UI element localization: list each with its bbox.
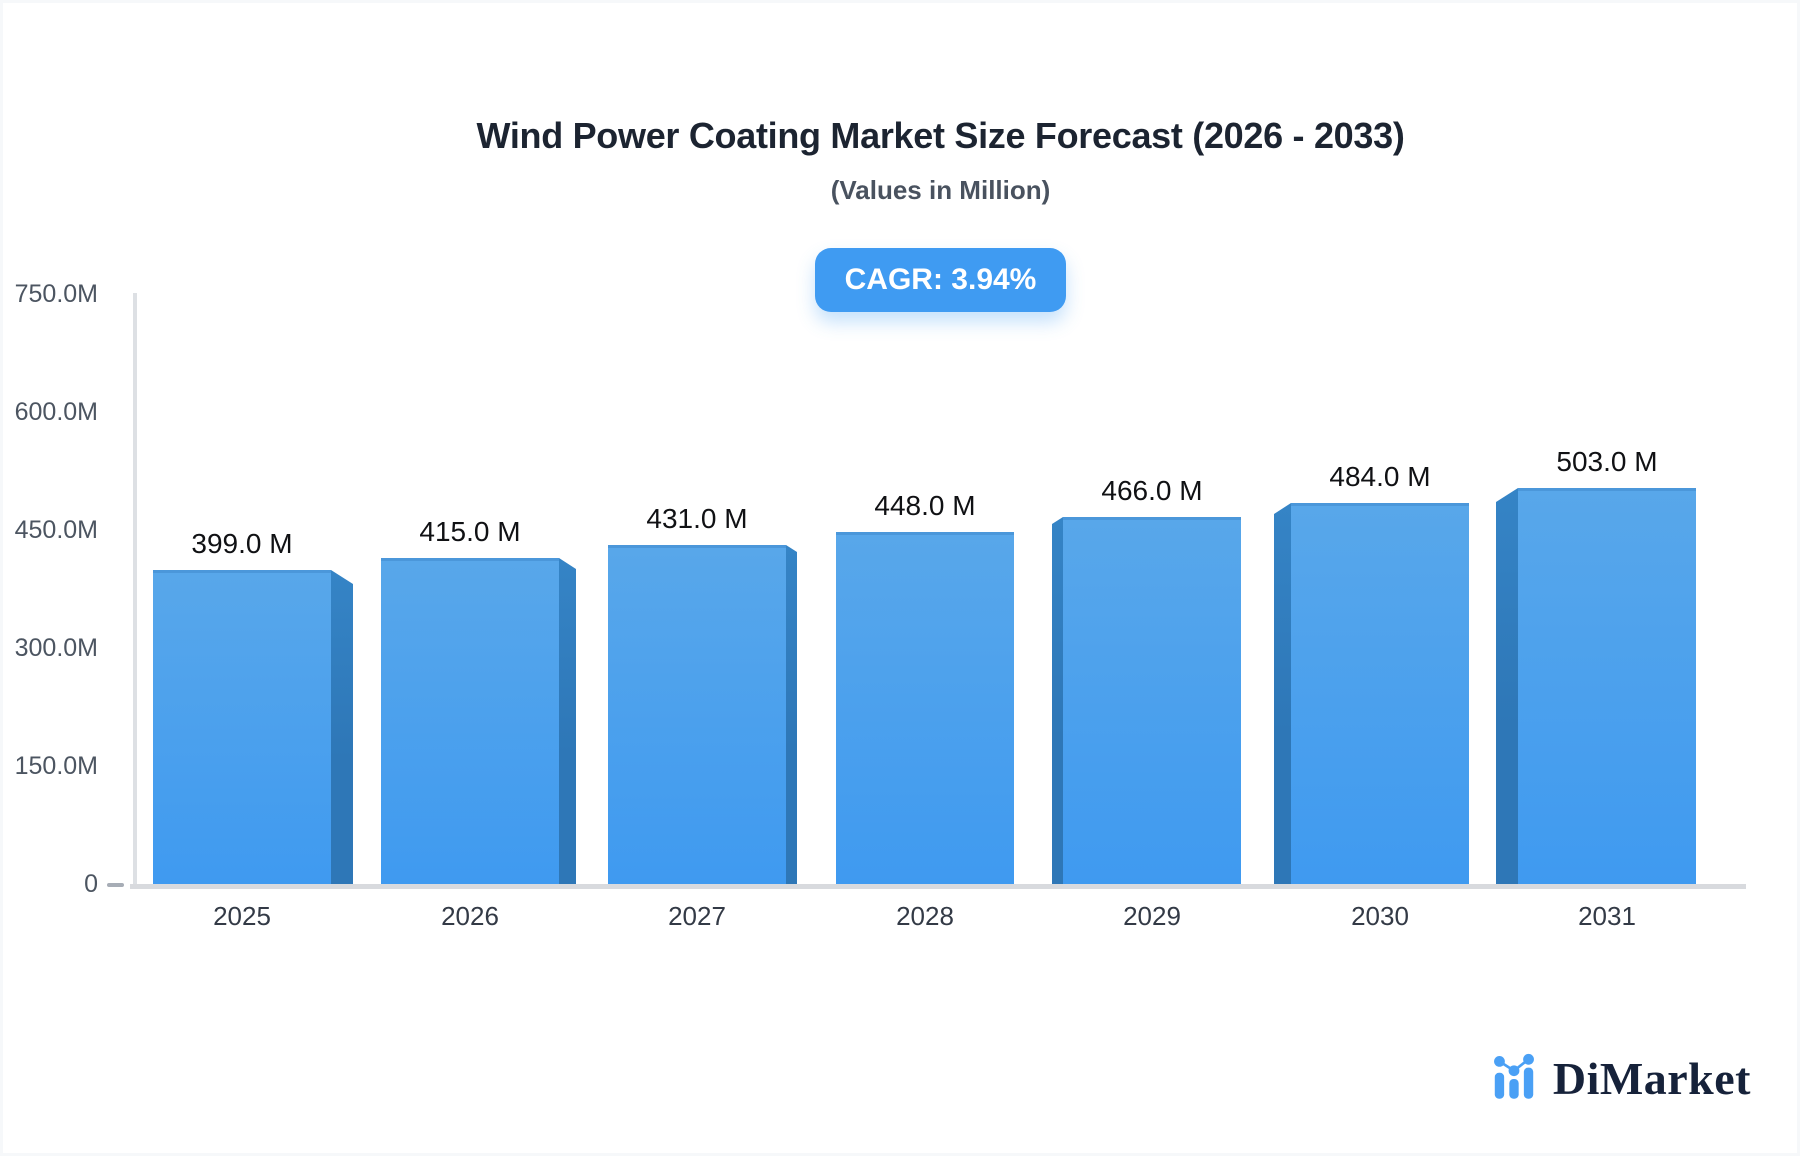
zero-tick-mark — [107, 883, 124, 887]
bar-value-label: 431.0 M — [646, 503, 748, 534]
x-axis-label: 2031 — [1578, 901, 1636, 931]
bar-face — [153, 570, 331, 884]
bar-face — [1518, 488, 1696, 884]
chart-subtitle: (Values in Million) — [830, 175, 1051, 205]
y-axis-tick-label: 150.0M — [14, 752, 98, 780]
bar-2029: 466.0 M — [1052, 294, 1241, 884]
dimarket-brand-text: DiMarket — [1552, 1052, 1751, 1104]
y-axis-tick-label: 300.0M — [14, 634, 98, 662]
bar-value-label: 466.0 M — [1101, 475, 1203, 506]
chart-header: Wind Power Coating Market Size Forecast … — [135, 3, 1746, 312]
bar-value-label: 503.0 M — [1556, 446, 1658, 477]
bar-2026: 415.0 M — [381, 294, 576, 884]
bar-side-3d — [1496, 488, 1518, 884]
x-axis-label: 2028 — [896, 901, 954, 931]
y-axis-tick-label: 750.0M — [14, 280, 98, 308]
x-axis-label: 2026 — [441, 901, 499, 931]
cagr-badge: CAGR: 3.94% — [814, 248, 1067, 312]
y-axis-tick-label: 450.0M — [14, 516, 98, 544]
x-axis-label: 2029 — [1123, 901, 1181, 931]
bar-side-3d — [1274, 503, 1291, 884]
x-axis-label: 2030 — [1351, 901, 1409, 931]
y-axis-tick-label: 600.0M — [14, 398, 98, 426]
bar-face — [381, 558, 559, 884]
plot-area: 399.0 M 415.0 M 431.0 M 448.0 M 466.0 M 484.0… — [135, 294, 1746, 884]
bar-face — [608, 545, 786, 884]
bar-2030: 484.0 M — [1274, 294, 1469, 884]
bar-face — [1063, 517, 1241, 884]
bar-side-3d — [786, 545, 797, 884]
bar-value-label: 399.0 M — [191, 528, 293, 559]
chart-card: Wind Power Coating Market Size Forecast … — [3, 3, 1797, 1153]
bar-2025: 399.0 M — [153, 294, 353, 884]
y-axis-tick-label: 0 — [84, 870, 98, 898]
x-axis-label: 2025 — [213, 901, 271, 931]
x-axis-baseline — [130, 884, 1746, 889]
bar-side-3d — [331, 570, 353, 884]
chart-title: Wind Power Coating Market Size Forecast … — [476, 115, 1405, 156]
bar-side-3d — [559, 558, 576, 884]
bar-face — [1291, 503, 1469, 884]
bar-2028: 448.0 M — [836, 294, 1014, 884]
bar-value-label: 415.0 M — [419, 516, 521, 547]
bar-side-3d — [1052, 517, 1063, 884]
bar-face — [836, 532, 1014, 884]
dimarket-logo: DiMarket — [1487, 1051, 1751, 1105]
bar-value-label: 448.0 M — [874, 490, 976, 521]
bar-2027: 431.0 M — [608, 294, 797, 884]
y-axis-line — [133, 293, 137, 887]
x-axis-label: 2027 — [668, 901, 726, 931]
dimarket-logo-icon — [1493, 1053, 1534, 1099]
bar-value-label: 484.0 M — [1329, 461, 1431, 492]
bar-2031: 503.0 M — [1496, 294, 1696, 884]
